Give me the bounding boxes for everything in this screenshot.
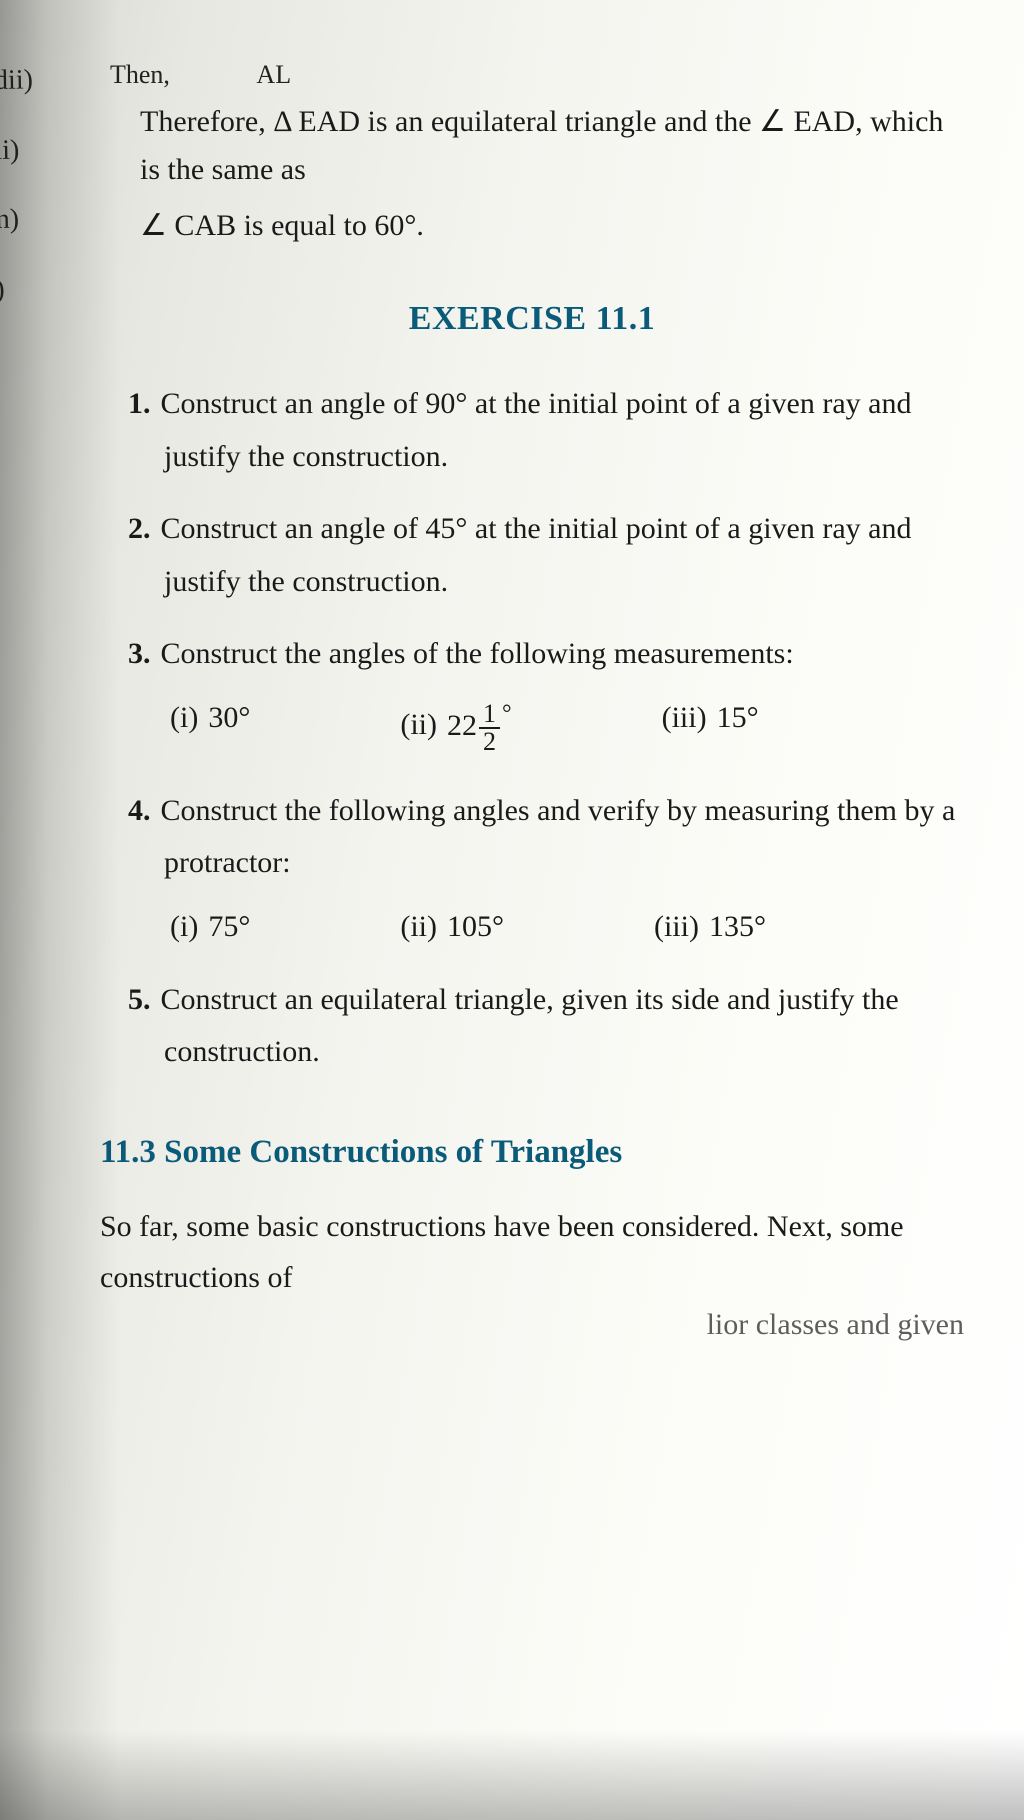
question-2: 2. Construct an angle of 45° at the initi… — [128, 503, 964, 608]
tail-fragment: lior classes and given — [100, 1299, 964, 1350]
q4-text: Construct the following angles and verif… — [161, 794, 956, 880]
question-1: 1. Construct an angle of 90° at the initi… — [128, 378, 964, 483]
q1-text: Construct an angle of 90° at the initial… — [161, 387, 912, 473]
left-margin-fragments: l radii) radii) mon) ule) T) — [0, 49, 38, 398]
q4-options: (i) 75° (ii) 105° (iii) 135° — [170, 910, 964, 944]
opt-label: (iii) — [662, 701, 707, 734]
opt-value: 135° — [709, 910, 766, 943]
fraction: 12 — [479, 701, 500, 755]
textbook-page: l radii) radii) mon) ule) T) Then, AL Th… — [0, 0, 1024, 1820]
q5-number: 5. — [128, 983, 151, 1016]
q4-option-iii: (iii) 135° — [654, 910, 766, 944]
cab-line: ∠ CAB is equal to 60°. — [140, 202, 964, 250]
margin-fragment: ule) — [0, 258, 37, 321]
fraction-denominator: 2 — [479, 729, 500, 755]
opt-label: (ii) — [400, 708, 437, 741]
opt-value: 15° — [717, 701, 759, 734]
q3-option-i: (i) 30° — [170, 701, 250, 755]
exercise-heading: EXERCISE 11.1 — [100, 300, 964, 338]
margin-fragment: radii) — [0, 119, 35, 182]
margin-fragment: T) — [0, 328, 38, 391]
opt-value: 30° — [208, 701, 250, 734]
opt-value-pre: 22 — [447, 708, 477, 741]
q3-option-iii: (iii) 15° — [662, 701, 759, 755]
opt-value: 105° — [447, 910, 504, 943]
q2-number: 2. — [128, 512, 151, 545]
q3-number: 3. — [128, 637, 151, 670]
q3-text: Construct the angles of the following me… — [161, 637, 794, 670]
al-fragment: AL — [256, 60, 291, 89]
opt-label: (ii) — [400, 910, 437, 943]
margin-fragment: l radii) — [0, 49, 33, 112]
margin-fragment: mon) — [0, 189, 36, 252]
q1-number: 1. — [128, 387, 151, 420]
opt-value: 75° — [208, 910, 250, 943]
q3-option-ii: (ii) 2212° — [400, 701, 511, 755]
question-3: 3. Construct the angles of the following … — [128, 628, 964, 681]
question-4: 4. Construct the following angles and ver… — [128, 785, 964, 890]
opt-label: (i) — [170, 701, 198, 734]
therefore-line: Therefore, Δ EAD is an equilateral trian… — [140, 98, 964, 194]
then-label: Then, — [110, 60, 170, 89]
q4-option-ii: (ii) 105° — [400, 910, 504, 944]
q2-text: Construct an angle of 45° at the initial… — [161, 512, 912, 598]
fraction-numerator: 1 — [479, 701, 500, 729]
q4-number: 4. — [128, 794, 151, 827]
q4-option-i: (i) 75° — [170, 910, 250, 944]
section-intro-line: So far, some basic constructions have be… — [100, 1201, 964, 1303]
top-fragment-row: Then, AL — [100, 60, 964, 90]
degree-symbol: ° — [502, 701, 512, 727]
question-5: 5. Construct an equilateral triangle, giv… — [128, 974, 964, 1079]
opt-label: (iii) — [654, 910, 699, 943]
opt-label: (i) — [170, 910, 198, 943]
section-heading: 11.3 Some Constructions of Triangles — [100, 1134, 964, 1171]
page-curl-shadow-bottom — [0, 1730, 1024, 1820]
q5-text: Construct an equilateral triangle, given… — [161, 983, 899, 1069]
q3-options: (i) 30° (ii) 2212° (iii) 15° — [170, 701, 964, 755]
